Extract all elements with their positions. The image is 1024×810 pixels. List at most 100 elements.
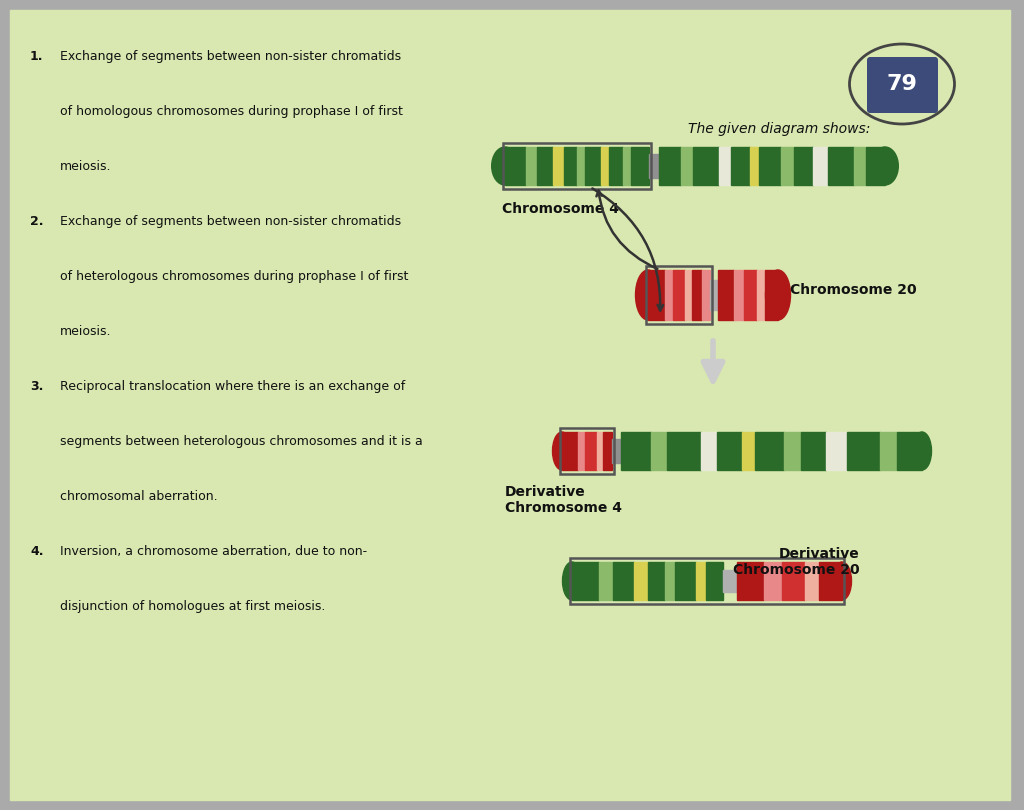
Ellipse shape [912, 432, 932, 470]
Text: Chromosome 4: Chromosome 4 [502, 202, 618, 216]
Text: Exchange of segments between non-sister chromatids: Exchange of segments between non-sister … [60, 215, 401, 228]
Bar [794, 147, 813, 185]
Text: Derivative
Chromosome 4: Derivative Chromosome 4 [505, 485, 622, 515]
Bar [649, 154, 658, 178]
Bar [784, 432, 801, 470]
Bar [586, 147, 601, 185]
Ellipse shape [492, 147, 518, 185]
Text: meiosis.: meiosis. [60, 325, 112, 338]
Bar [782, 562, 805, 600]
Bar [702, 270, 711, 320]
FancyBboxPatch shape [867, 57, 938, 113]
Bar [742, 432, 755, 470]
Bar [685, 270, 691, 320]
Bar [681, 147, 693, 185]
Bar [538, 147, 553, 185]
Bar [693, 147, 719, 185]
Bar [647, 562, 665, 600]
Bar [673, 270, 685, 320]
Ellipse shape [871, 147, 898, 185]
Bar [650, 432, 668, 470]
Bar [578, 432, 586, 470]
Text: Inversion, a chromosome aberration, due to non-: Inversion, a chromosome aberration, due … [60, 545, 368, 558]
Bar [711, 280, 718, 310]
Bar [819, 562, 842, 600]
Bar [691, 270, 702, 320]
Bar [826, 432, 847, 470]
Bar [750, 147, 760, 185]
Bar [634, 562, 647, 600]
Text: Derivative
Chromosome 20: Derivative Chromosome 20 [733, 547, 860, 577]
Bar [847, 432, 881, 470]
Text: 2.: 2. [30, 215, 43, 228]
Bar [578, 147, 586, 185]
Bar [854, 147, 866, 185]
Bar [813, 147, 828, 185]
Text: disjunction of homologues at first meiosis.: disjunction of homologues at first meios… [60, 600, 326, 613]
Bar [623, 147, 631, 185]
Bar [665, 562, 675, 600]
Bar [718, 270, 734, 320]
Bar [764, 562, 782, 600]
Text: of heterologous chromosomes during prophase I of first: of heterologous chromosomes during proph… [60, 270, 409, 283]
Bar [570, 558, 844, 604]
Bar [586, 432, 597, 470]
Text: chromosomal aberration.: chromosomal aberration. [60, 490, 218, 503]
Bar [736, 562, 764, 600]
Bar [734, 270, 744, 320]
Bar [505, 147, 526, 185]
Bar [601, 147, 609, 185]
Bar [597, 432, 603, 470]
Bar [801, 432, 826, 470]
Bar [866, 147, 885, 185]
Bar [648, 270, 665, 320]
Bar [755, 432, 784, 470]
Bar [805, 562, 819, 600]
Bar [665, 270, 673, 320]
Bar [723, 569, 736, 592]
Bar [658, 147, 681, 185]
Bar [897, 432, 922, 470]
Ellipse shape [562, 562, 582, 600]
Bar [612, 439, 622, 463]
Bar [719, 147, 731, 185]
Bar [695, 562, 706, 600]
Bar [675, 562, 695, 600]
Bar [700, 432, 718, 470]
Bar [613, 562, 634, 600]
Bar [599, 562, 613, 600]
Text: Exchange of segments between non-sister chromatids: Exchange of segments between non-sister … [60, 50, 401, 63]
Bar [553, 147, 564, 185]
Bar [622, 432, 650, 470]
Bar [731, 147, 750, 185]
Bar [603, 432, 612, 470]
Bar [564, 147, 578, 185]
Bar [609, 147, 623, 185]
Bar [765, 270, 778, 320]
Bar [572, 562, 599, 600]
Bar [560, 428, 614, 474]
Bar [706, 562, 723, 600]
Ellipse shape [833, 562, 852, 600]
Bar [503, 143, 651, 189]
Bar [631, 147, 649, 185]
Bar [760, 147, 781, 185]
Ellipse shape [636, 270, 660, 320]
Text: The given diagram shows:: The given diagram shows: [688, 122, 870, 136]
Bar [781, 147, 794, 185]
Bar [526, 147, 538, 185]
Text: 79: 79 [887, 74, 918, 94]
Ellipse shape [553, 432, 571, 470]
Text: meiosis.: meiosis. [60, 160, 112, 173]
Bar [718, 432, 742, 470]
Bar [668, 432, 700, 470]
Text: of homologous chromosomes during prophase I of first: of homologous chromosomes during prophas… [60, 105, 402, 118]
Bar [562, 432, 578, 470]
Text: segments between heterologous chromosomes and it is a: segments between heterologous chromosome… [60, 435, 423, 448]
Bar [646, 266, 713, 324]
Text: 4.: 4. [30, 545, 43, 558]
Text: 1.: 1. [30, 50, 43, 63]
Bar [757, 270, 765, 320]
Bar [828, 147, 854, 185]
Ellipse shape [766, 270, 791, 320]
